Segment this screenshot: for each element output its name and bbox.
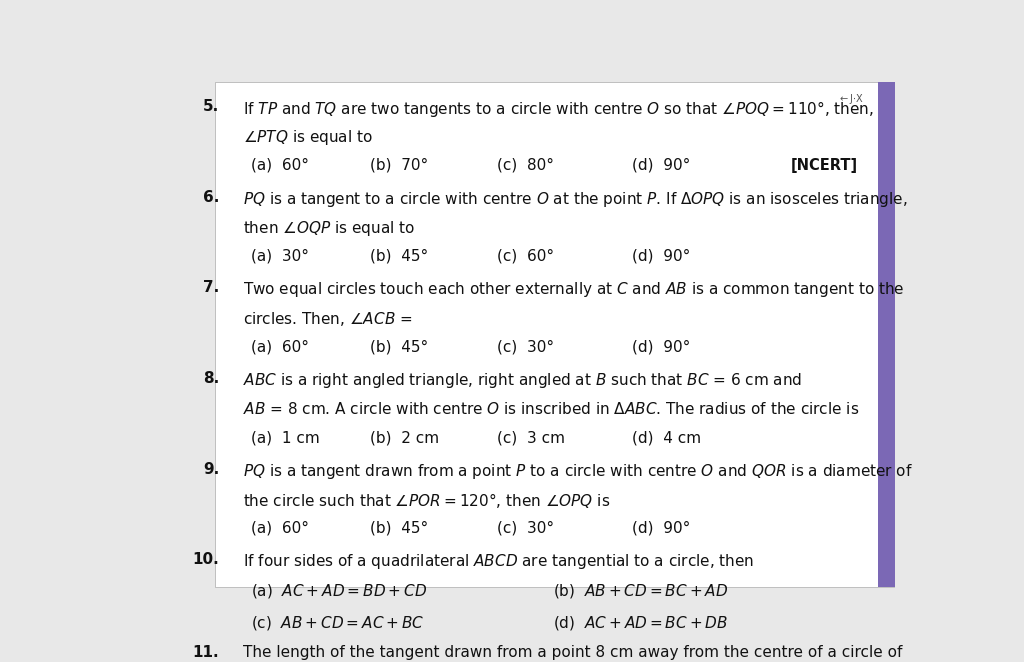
Text: (b)  $AB + CD = BC + AD$: (b) $AB + CD = BC + AD$ <box>553 582 728 600</box>
Text: 8.: 8. <box>203 371 219 386</box>
Text: (c)  30°: (c) 30° <box>497 340 554 354</box>
Text: (a)  60°: (a) 60° <box>251 521 309 536</box>
Text: (a)  60°: (a) 60° <box>251 340 309 354</box>
Text: 7.: 7. <box>203 280 219 295</box>
FancyBboxPatch shape <box>215 82 894 587</box>
Text: (a)  60°: (a) 60° <box>251 158 309 173</box>
Text: (d)  90°: (d) 90° <box>632 249 690 263</box>
Text: 10.: 10. <box>193 553 219 567</box>
Text: (c)  3 cm: (c) 3 cm <box>497 430 565 445</box>
Text: (d)  4 cm: (d) 4 cm <box>632 430 701 445</box>
Text: If $TP$ and $TQ$ are two tangents to a circle with centre $O$ so that $\angle PO: If $TP$ and $TQ$ are two tangents to a c… <box>243 99 873 118</box>
Text: (b)  2 cm: (b) 2 cm <box>370 430 439 445</box>
Text: (b)  45°: (b) 45° <box>370 340 428 354</box>
Text: $ABC$ is a right angled triangle, right angled at $B$ such that $BC$ = 6 cm and: $ABC$ is a right angled triangle, right … <box>243 371 803 390</box>
Text: $\angle PTQ$ is equal to: $\angle PTQ$ is equal to <box>243 128 373 148</box>
Text: [NCERT]: [NCERT] <box>791 158 858 173</box>
Text: Two equal circles touch each other externally at $C$ and $AB$ is a common tangen: Two equal circles touch each other exter… <box>243 280 904 299</box>
Text: 9.: 9. <box>203 462 219 477</box>
Text: $\leftarrow$J$\cdot$X: $\leftarrow$J$\cdot$X <box>839 92 864 106</box>
Text: $PQ$ is a tangent drawn from a point $P$ to a circle with centre $O$ and $QOR$ i: $PQ$ is a tangent drawn from a point $P$… <box>243 462 913 481</box>
Text: 11.: 11. <box>193 645 219 660</box>
Text: (a)  30°: (a) 30° <box>251 249 309 263</box>
Text: the circle such that $\angle POR = 120°$, then $\angle OPQ$ is: the circle such that $\angle POR = 120°$… <box>243 491 610 510</box>
Text: 5.: 5. <box>203 99 219 114</box>
Text: (b)  45°: (b) 45° <box>370 249 428 263</box>
Text: (b)  70°: (b) 70° <box>370 158 428 173</box>
Text: If four sides of a quadrilateral $ABCD$ are tangential to a circle, then: If four sides of a quadrilateral $ABCD$ … <box>243 553 755 571</box>
Text: (c)  80°: (c) 80° <box>497 158 554 173</box>
Text: (b)  45°: (b) 45° <box>370 521 428 536</box>
Text: 6.: 6. <box>203 189 219 205</box>
Bar <box>878 82 895 587</box>
Text: (c)  $AB + CD = AC + BC$: (c) $AB + CD = AC + BC$ <box>251 614 425 632</box>
Text: (a)  1 cm: (a) 1 cm <box>251 430 319 445</box>
Text: circles. Then, $\angle ACB$ =: circles. Then, $\angle ACB$ = <box>243 310 413 328</box>
Text: $AB$ = 8 cm. A circle with centre $O$ is inscribed in $\Delta ABC$. The radius o: $AB$ = 8 cm. A circle with centre $O$ is… <box>243 401 859 416</box>
Text: (d)  $AC + AD = BC + DB$: (d) $AC + AD = BC + DB$ <box>553 614 728 632</box>
Text: (d)  90°: (d) 90° <box>632 521 690 536</box>
Text: (d)  90°: (d) 90° <box>632 340 690 354</box>
Text: (c)  60°: (c) 60° <box>497 249 554 263</box>
Text: The length of the tangent drawn from a point 8 cm away from the centre of a circ: The length of the tangent drawn from a p… <box>243 645 902 660</box>
Text: (a)  $AC + AD = BD + CD$: (a) $AC + AD = BD + CD$ <box>251 582 427 600</box>
Text: (d)  90°: (d) 90° <box>632 158 690 173</box>
Text: $PQ$ is a tangent to a circle with centre $O$ at the point $P$. If $\Delta OPQ$ : $PQ$ is a tangent to a circle with centr… <box>243 189 907 209</box>
Text: (c)  30°: (c) 30° <box>497 521 554 536</box>
Text: then $\angle OQP$ is equal to: then $\angle OQP$ is equal to <box>243 219 415 238</box>
